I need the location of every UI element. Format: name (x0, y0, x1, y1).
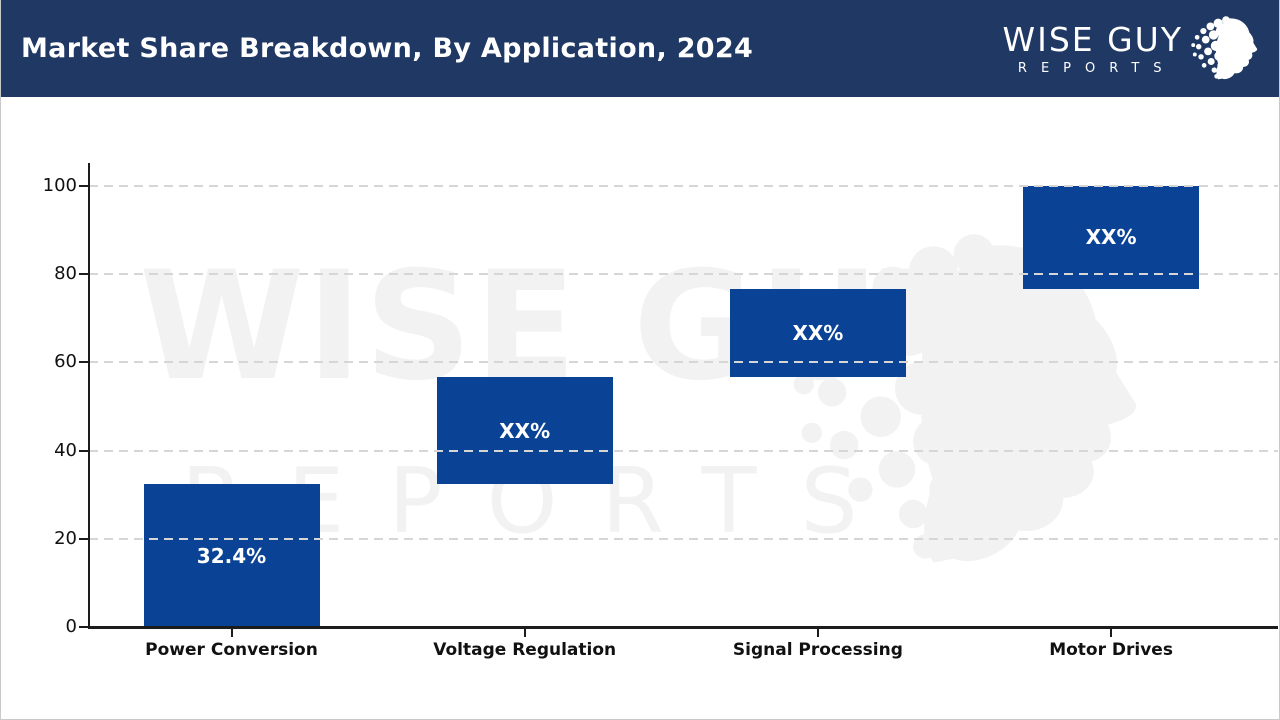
bar-value-label-signal-processing: XX% (792, 321, 844, 346)
logo-wordmark: WISE GUY (1002, 19, 1183, 59)
x-tick-label-voltage-regulation: Voltage Regulation (433, 640, 617, 660)
x-axis-tick (1110, 629, 1113, 637)
y-axis-tick (79, 626, 89, 628)
logo-head-icon (1191, 15, 1258, 79)
gridline-60 (89, 361, 1278, 364)
logo-subtext: REPORTS (1017, 60, 1176, 76)
y-axis-tick (79, 185, 89, 187)
bar-value-label-power-conversion: 32.4% (196, 543, 267, 568)
y-axis-tick (79, 449, 89, 452)
header-bar: Market Share Breakdown, By Application, … (1, 0, 1279, 97)
gridline-80 (89, 273, 1278, 276)
x-tick-label-motor-drives: Motor Drives (1049, 640, 1173, 660)
x-axis-line (88, 626, 1278, 629)
x-axis-tick (816, 629, 819, 637)
y-tick-label: 20 (54, 527, 77, 549)
gridline-100 (89, 185, 1278, 187)
y-axis-line (88, 163, 90, 629)
bar-voltage-regulation (436, 377, 613, 485)
y-axis-tick (79, 361, 89, 364)
x-axis-tick (523, 629, 526, 637)
y-axis-tick (79, 273, 89, 276)
x-tick-label-signal-processing: Signal Processing (732, 640, 903, 660)
y-tick-label: 40 (54, 439, 77, 461)
gridline-40 (89, 449, 1278, 452)
gridline-20 (89, 537, 1278, 540)
bar-value-label-voltage-regulation: XX% (499, 418, 551, 443)
bar-motor-drives (1023, 186, 1200, 289)
y-tick-label: 80 (54, 263, 77, 285)
bar-power-conversion (143, 484, 320, 627)
logo-text: WISE GUY REPORTS (1002, 23, 1183, 75)
page-title: Market Share Breakdown, By Application, … (21, 33, 754, 64)
x-tick-label-power-conversion: Power Conversion (145, 640, 318, 660)
logo: WISE GUY REPORTS (1002, 13, 1265, 85)
y-tick-label: 100 (42, 175, 77, 196)
y-tick-label: 60 (54, 351, 77, 373)
bar-value-label-motor-drives: XX% (1085, 225, 1137, 250)
x-axis-tick (230, 629, 233, 637)
y-tick-label: 0 (65, 616, 77, 637)
y-axis-tick (79, 537, 89, 540)
